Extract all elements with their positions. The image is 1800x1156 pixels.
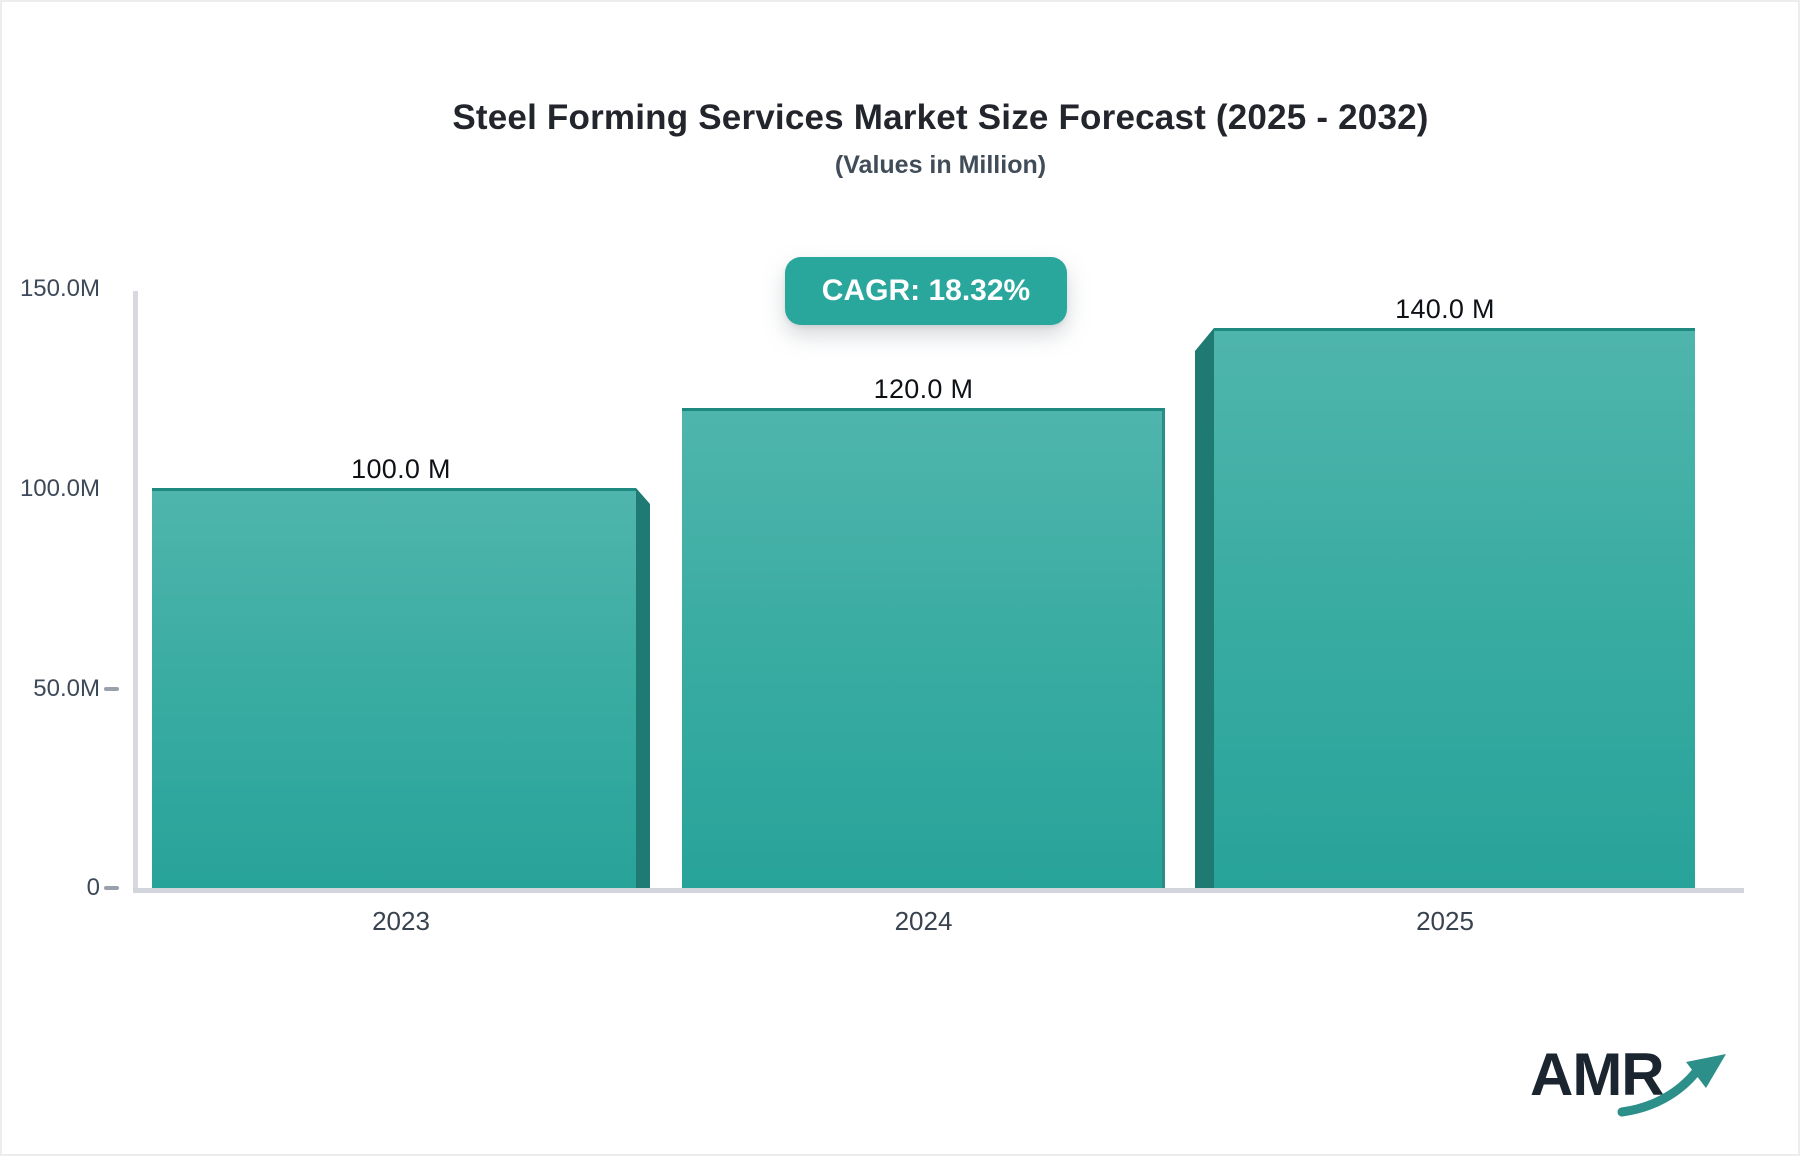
y-tick-label-50m: 50.0M	[33, 675, 100, 702]
y-tick-label-0: 0	[86, 874, 100, 901]
cagr-badge-label: CAGR: 18.32%	[821, 274, 1031, 307]
bar-value-label-2025: 140.0 M	[1395, 294, 1495, 324]
y-tick-mark-0	[104, 886, 119, 890]
bar-value-label-2024: 120.0 M	[873, 374, 974, 404]
cagr-badge: CAGR: 18.32%	[785, 257, 1067, 325]
x-tick-label-2024: 2024	[894, 906, 953, 936]
y-tick-label-100m: 100.0M	[19, 475, 100, 502]
chart-subtitle: (Values in Million)	[834, 151, 1047, 179]
x-tick-label-2023: 2023	[372, 906, 430, 936]
y-tick-mark-50m	[104, 687, 119, 691]
bar-value-label-2023: 100.0 M	[351, 454, 451, 484]
bar-2025-3d-side	[1195, 328, 1214, 888]
y-tick-label-150m: 150.0M	[19, 275, 100, 302]
x-tick-label-2025: 2025	[1416, 906, 1474, 936]
bar-2023-3d-side	[636, 488, 650, 888]
bar-2024[interactable]	[682, 408, 1165, 888]
y-axis-line	[133, 291, 138, 888]
amr-logo: AMR	[1530, 1032, 1750, 1122]
chart-title: Steel Forming Services Market Size Forec…	[452, 98, 1429, 137]
growth-arrow-icon	[1617, 1054, 1726, 1117]
bar-2025[interactable]	[1214, 328, 1695, 888]
amr-logo-text: AMR	[1530, 1041, 1665, 1108]
bar-2023[interactable]	[152, 488, 636, 888]
x-axis-line	[133, 888, 1744, 893]
